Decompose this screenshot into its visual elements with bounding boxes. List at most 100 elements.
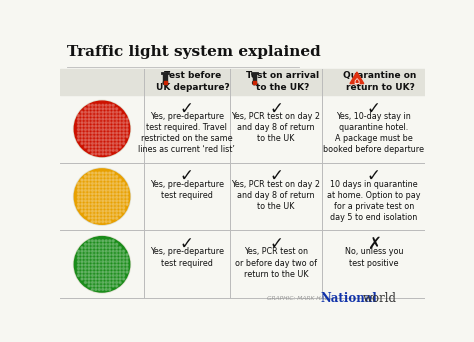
Circle shape [88,267,90,269]
Circle shape [116,271,118,273]
Circle shape [84,132,87,134]
Circle shape [122,139,125,141]
Circle shape [102,210,104,212]
Circle shape [112,207,114,209]
Circle shape [88,207,90,209]
Text: ✓: ✓ [180,167,194,185]
Circle shape [116,285,118,287]
Circle shape [112,271,114,273]
Circle shape [116,115,118,117]
Circle shape [84,203,87,205]
Circle shape [88,214,90,216]
Circle shape [109,182,111,185]
Circle shape [119,182,121,185]
Circle shape [102,135,104,137]
Circle shape [105,108,107,110]
Circle shape [112,179,114,181]
Circle shape [112,257,114,259]
Circle shape [88,203,90,205]
Circle shape [81,139,83,141]
Circle shape [116,111,118,113]
Circle shape [122,267,125,269]
Circle shape [95,240,97,242]
Circle shape [81,203,83,205]
Circle shape [102,288,104,290]
Circle shape [116,274,118,277]
Circle shape [88,118,90,120]
Circle shape [105,139,107,141]
Circle shape [81,132,83,134]
Circle shape [77,182,80,185]
Circle shape [126,264,128,266]
Circle shape [95,186,97,188]
Text: ✗: ✗ [367,235,381,253]
Circle shape [77,135,80,137]
Circle shape [102,139,104,141]
Circle shape [95,203,97,205]
Circle shape [98,139,100,141]
Circle shape [126,203,128,205]
Circle shape [88,250,90,252]
Circle shape [102,221,104,223]
Circle shape [102,250,104,252]
Circle shape [105,125,107,127]
Circle shape [126,267,128,269]
Circle shape [102,125,104,127]
Polygon shape [350,72,364,83]
Circle shape [109,146,111,148]
Circle shape [112,210,114,212]
Circle shape [112,274,114,277]
Circle shape [112,135,114,137]
Circle shape [102,257,104,259]
Circle shape [116,193,118,195]
Circle shape [88,115,90,117]
Circle shape [74,101,130,157]
Circle shape [105,221,107,223]
Bar [253,80,256,84]
Circle shape [102,285,104,287]
Circle shape [95,210,97,212]
Circle shape [95,196,97,198]
Circle shape [105,111,107,113]
Circle shape [88,274,90,277]
Text: ✓: ✓ [269,167,283,185]
Circle shape [84,122,87,124]
Circle shape [81,118,83,120]
Circle shape [77,250,80,252]
Text: ✓: ✓ [180,100,194,118]
Circle shape [105,281,107,284]
Circle shape [116,186,118,188]
Bar [60,69,425,95]
Circle shape [116,108,118,110]
Circle shape [77,257,80,259]
Circle shape [95,285,97,287]
Text: Yes, pre-departure
test required: Yes, pre-departure test required [150,180,224,200]
Circle shape [109,179,111,181]
Circle shape [91,115,93,117]
Circle shape [112,142,114,145]
Circle shape [84,243,87,246]
Circle shape [74,237,130,292]
Circle shape [116,125,118,127]
Circle shape [116,139,118,141]
Circle shape [91,271,93,273]
Circle shape [119,132,121,134]
Circle shape [84,264,87,266]
Circle shape [119,186,121,188]
Circle shape [105,278,107,280]
Circle shape [122,189,125,192]
Circle shape [102,179,104,181]
Circle shape [88,189,90,192]
Circle shape [116,179,118,181]
Circle shape [77,132,80,134]
Circle shape [102,261,104,263]
Circle shape [102,108,104,110]
Circle shape [81,189,83,192]
Circle shape [105,288,107,290]
Circle shape [91,125,93,127]
Circle shape [91,153,93,155]
Circle shape [95,153,97,155]
Circle shape [112,122,114,124]
Circle shape [122,278,125,280]
Circle shape [102,217,104,219]
